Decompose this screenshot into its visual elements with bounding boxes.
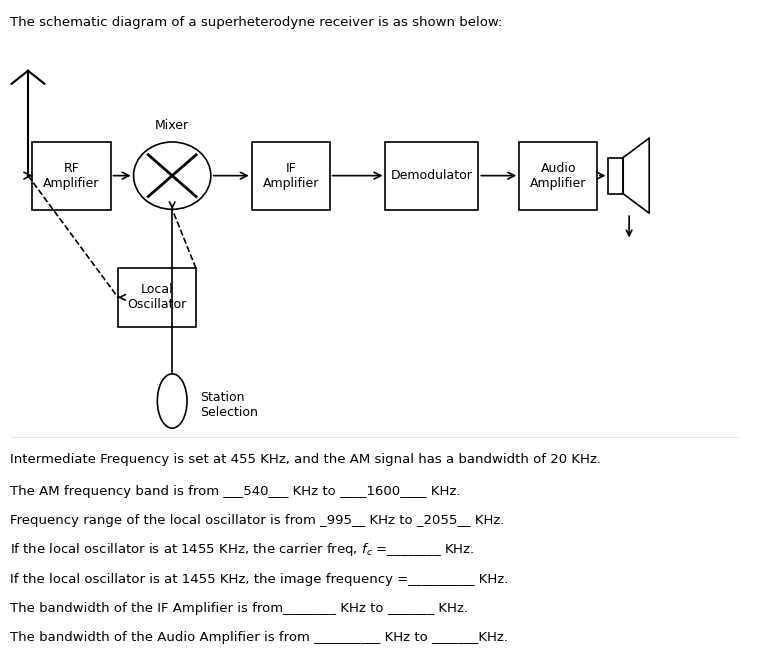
Text: Local
Oscillator: Local Oscillator xyxy=(127,283,186,311)
Text: If the local oscillator is at 1455 KHz, the carrier freq, $f_c$ =________ KHz.: If the local oscillator is at 1455 KHz, … xyxy=(10,541,475,558)
Text: IF
Amplifier: IF Amplifier xyxy=(262,162,319,190)
Text: Audio
Amplifier: Audio Amplifier xyxy=(530,162,587,190)
Bar xyxy=(385,142,478,210)
Text: The bandwidth of the IF Amplifier is from________ KHz to _______ KHz.: The bandwidth of the IF Amplifier is fro… xyxy=(10,601,468,614)
Ellipse shape xyxy=(158,374,187,428)
Bar xyxy=(33,142,111,210)
Text: Intermediate Frequency is set at 455 KHz, and the AM signal has a bandwidth of 2: Intermediate Frequency is set at 455 KHz… xyxy=(10,453,601,466)
Text: The bandwidth of the Audio Amplifier is from __________ KHz to _______KHz.: The bandwidth of the Audio Amplifier is … xyxy=(10,631,508,644)
Text: Mixer: Mixer xyxy=(155,119,190,133)
Text: If the local oscillator is at 1455 KHz, the image frequency =__________ KHz.: If the local oscillator is at 1455 KHz, … xyxy=(10,573,509,586)
Text: The AM frequency band is from ___540___ KHz to ____1600____ KHz.: The AM frequency band is from ___540___ … xyxy=(10,485,461,498)
Bar xyxy=(519,142,597,210)
Text: The schematic diagram of a superheterodyne receiver is as shown below:: The schematic diagram of a superheterody… xyxy=(10,16,503,29)
Bar xyxy=(118,268,196,326)
Bar xyxy=(252,142,330,210)
Text: Station
Selection: Station Selection xyxy=(199,392,258,419)
Text: RF
Amplifier: RF Amplifier xyxy=(43,162,100,190)
Circle shape xyxy=(133,142,211,210)
Text: Demodulator: Demodulator xyxy=(391,170,473,182)
Text: Frequency range of the local oscillator is from _995__ KHz to _2055__ KHz.: Frequency range of the local oscillator … xyxy=(10,514,505,527)
Bar xyxy=(609,157,623,194)
